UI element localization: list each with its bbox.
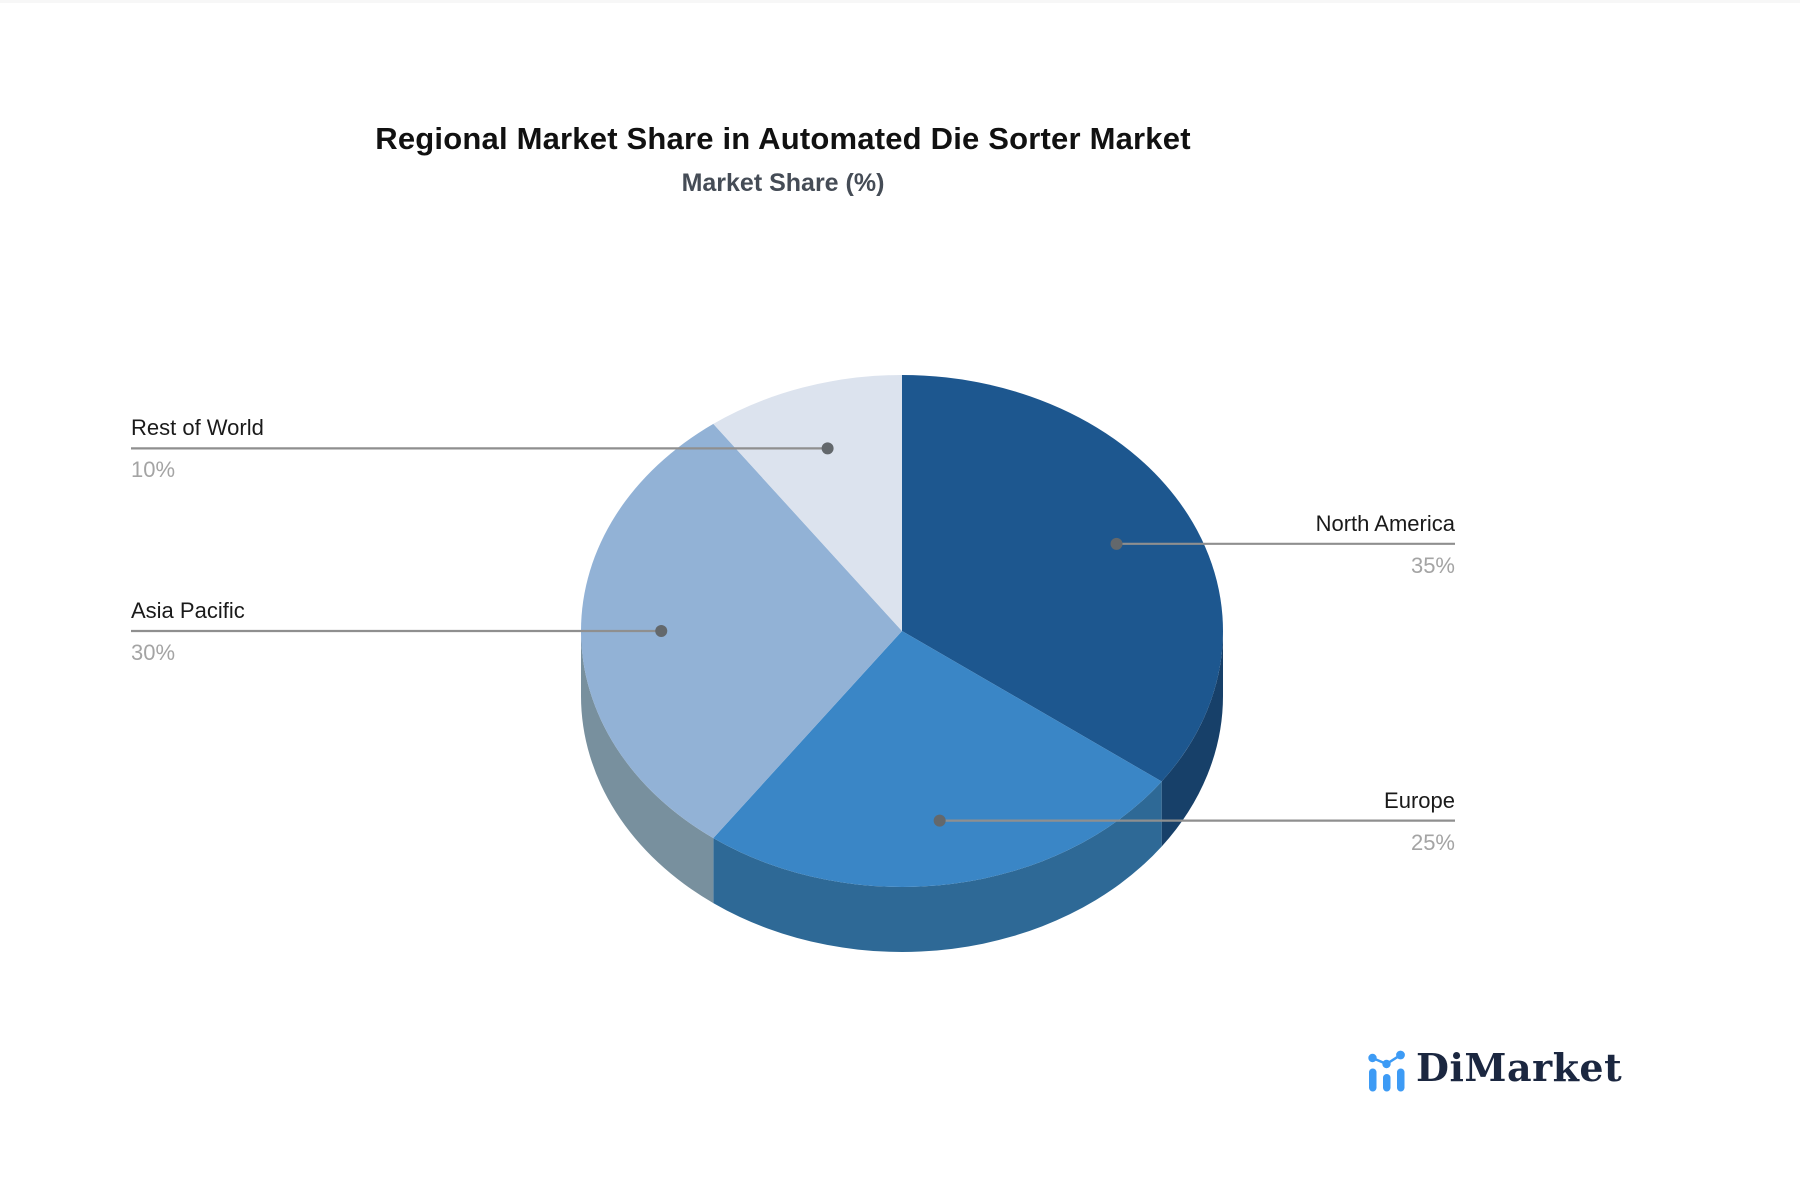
chart-title: Regional Market Share in Automated Die S… bbox=[375, 121, 1191, 156]
slice-label-rest-of-world: Rest of World bbox=[131, 415, 264, 441]
chart-subtitle: Market Share (%) bbox=[681, 169, 885, 197]
slice-label-north-america: North America bbox=[1315, 510, 1455, 536]
pie-slice-depth-north-america bbox=[1161, 631, 1223, 847]
bar-line-chart-icon bbox=[1368, 1050, 1405, 1092]
slice-value-europe: 25% bbox=[1410, 829, 1455, 855]
slice-label-europe: Europe bbox=[1384, 787, 1455, 813]
leader-dot-rest-of-world bbox=[821, 442, 834, 455]
leader-dot-asia-pacific bbox=[655, 625, 668, 637]
pie-slice-depth-asia-pacific bbox=[581, 631, 714, 904]
pie-slice-europe[interactable] bbox=[713, 631, 1162, 887]
top-strip bbox=[0, 0, 1800, 3]
slice-value-rest-of-world: 10% bbox=[131, 457, 176, 483]
slice-value-asia-pacific: 30% bbox=[131, 640, 176, 665]
slice-label-asia-pacific: Asia Pacific bbox=[131, 598, 245, 623]
pie-slice-asia-pacific[interactable] bbox=[580, 423, 902, 839]
leader-dot-north-america bbox=[1110, 537, 1123, 550]
pie-slice-depth-europe bbox=[713, 781, 1162, 952]
brand-name: DiMarket bbox=[1416, 1045, 1623, 1090]
slice-value-north-america: 35% bbox=[1410, 552, 1455, 578]
leader-dot-europe bbox=[933, 814, 946, 827]
brand-logo[interactable]: DiMarket bbox=[1367, 1044, 1622, 1096]
pie-slice-north-america[interactable] bbox=[902, 375, 1223, 782]
pie-slice-rest-of-world[interactable] bbox=[713, 375, 902, 631]
